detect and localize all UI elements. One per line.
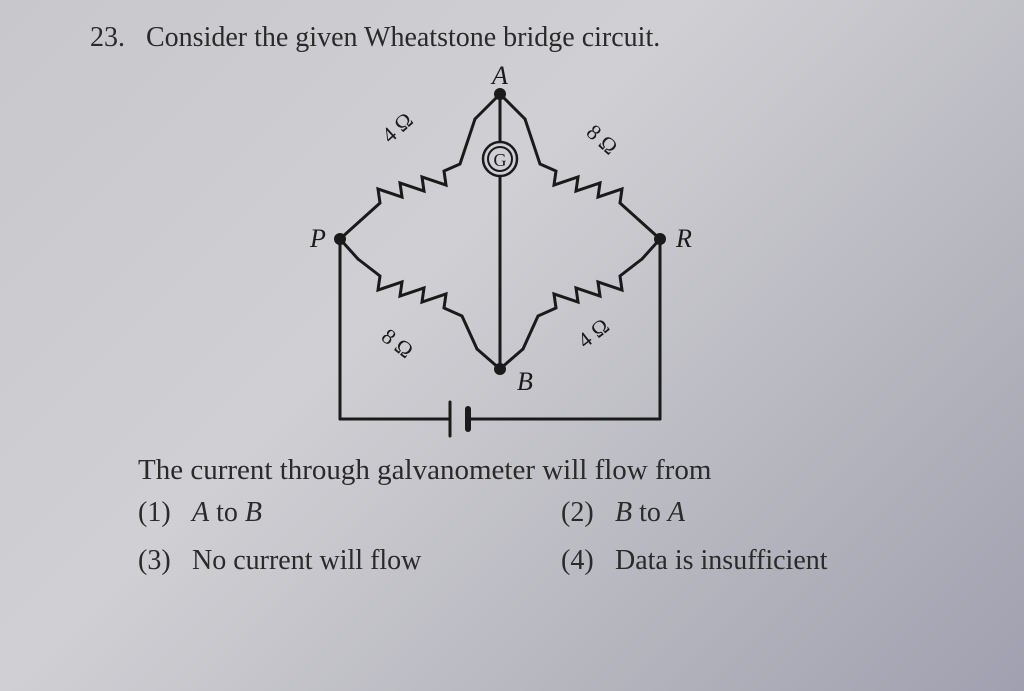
label-p: P bbox=[309, 224, 326, 253]
option-2-num: (2) bbox=[561, 497, 605, 529]
label-r: R bbox=[675, 224, 692, 253]
option-4-text: Data is insufficient bbox=[615, 545, 828, 577]
options-grid: (1) A to B (2) B to A (3) No current wil… bbox=[138, 497, 964, 577]
option-1-text: A to B bbox=[192, 497, 262, 529]
option-3: (3) No current will flow bbox=[138, 545, 541, 577]
circuit-diagram: G A P R B 4 Ω 8 Ω 8 Ω 4 Ω bbox=[250, 64, 750, 444]
option-2: (2) B to A bbox=[561, 497, 964, 529]
galvanometer-icon: G bbox=[483, 142, 517, 176]
node-b bbox=[494, 363, 506, 375]
node-r bbox=[654, 233, 666, 245]
resistor-pa-label: 4 Ω bbox=[377, 108, 418, 149]
label-a: A bbox=[490, 64, 508, 90]
question-text: Consider the given Wheatstone bridge cir… bbox=[146, 20, 660, 56]
galvanometer-label: G bbox=[494, 150, 507, 170]
option-4-num: (4) bbox=[561, 545, 605, 577]
option-1: (1) A to B bbox=[138, 497, 541, 529]
question-followup: The current through galvanometer will fl… bbox=[138, 454, 964, 487]
node-p bbox=[334, 233, 346, 245]
label-b: B bbox=[517, 367, 533, 396]
resistor-ar-label: 8 Ω bbox=[582, 120, 623, 161]
question-number: 23. bbox=[90, 22, 130, 54]
question-header: 23. Consider the given Wheatstone bridge… bbox=[90, 20, 964, 56]
resistor-br-label: 4 Ω bbox=[573, 313, 614, 353]
option-1-num: (1) bbox=[138, 497, 182, 529]
option-2-text: B to A bbox=[615, 497, 685, 529]
resistor-pb-label: 8 Ω bbox=[377, 324, 418, 364]
option-4: (4) Data is insufficient bbox=[561, 545, 964, 577]
option-3-num: (3) bbox=[138, 545, 182, 577]
option-3-text: No current will flow bbox=[192, 545, 421, 577]
